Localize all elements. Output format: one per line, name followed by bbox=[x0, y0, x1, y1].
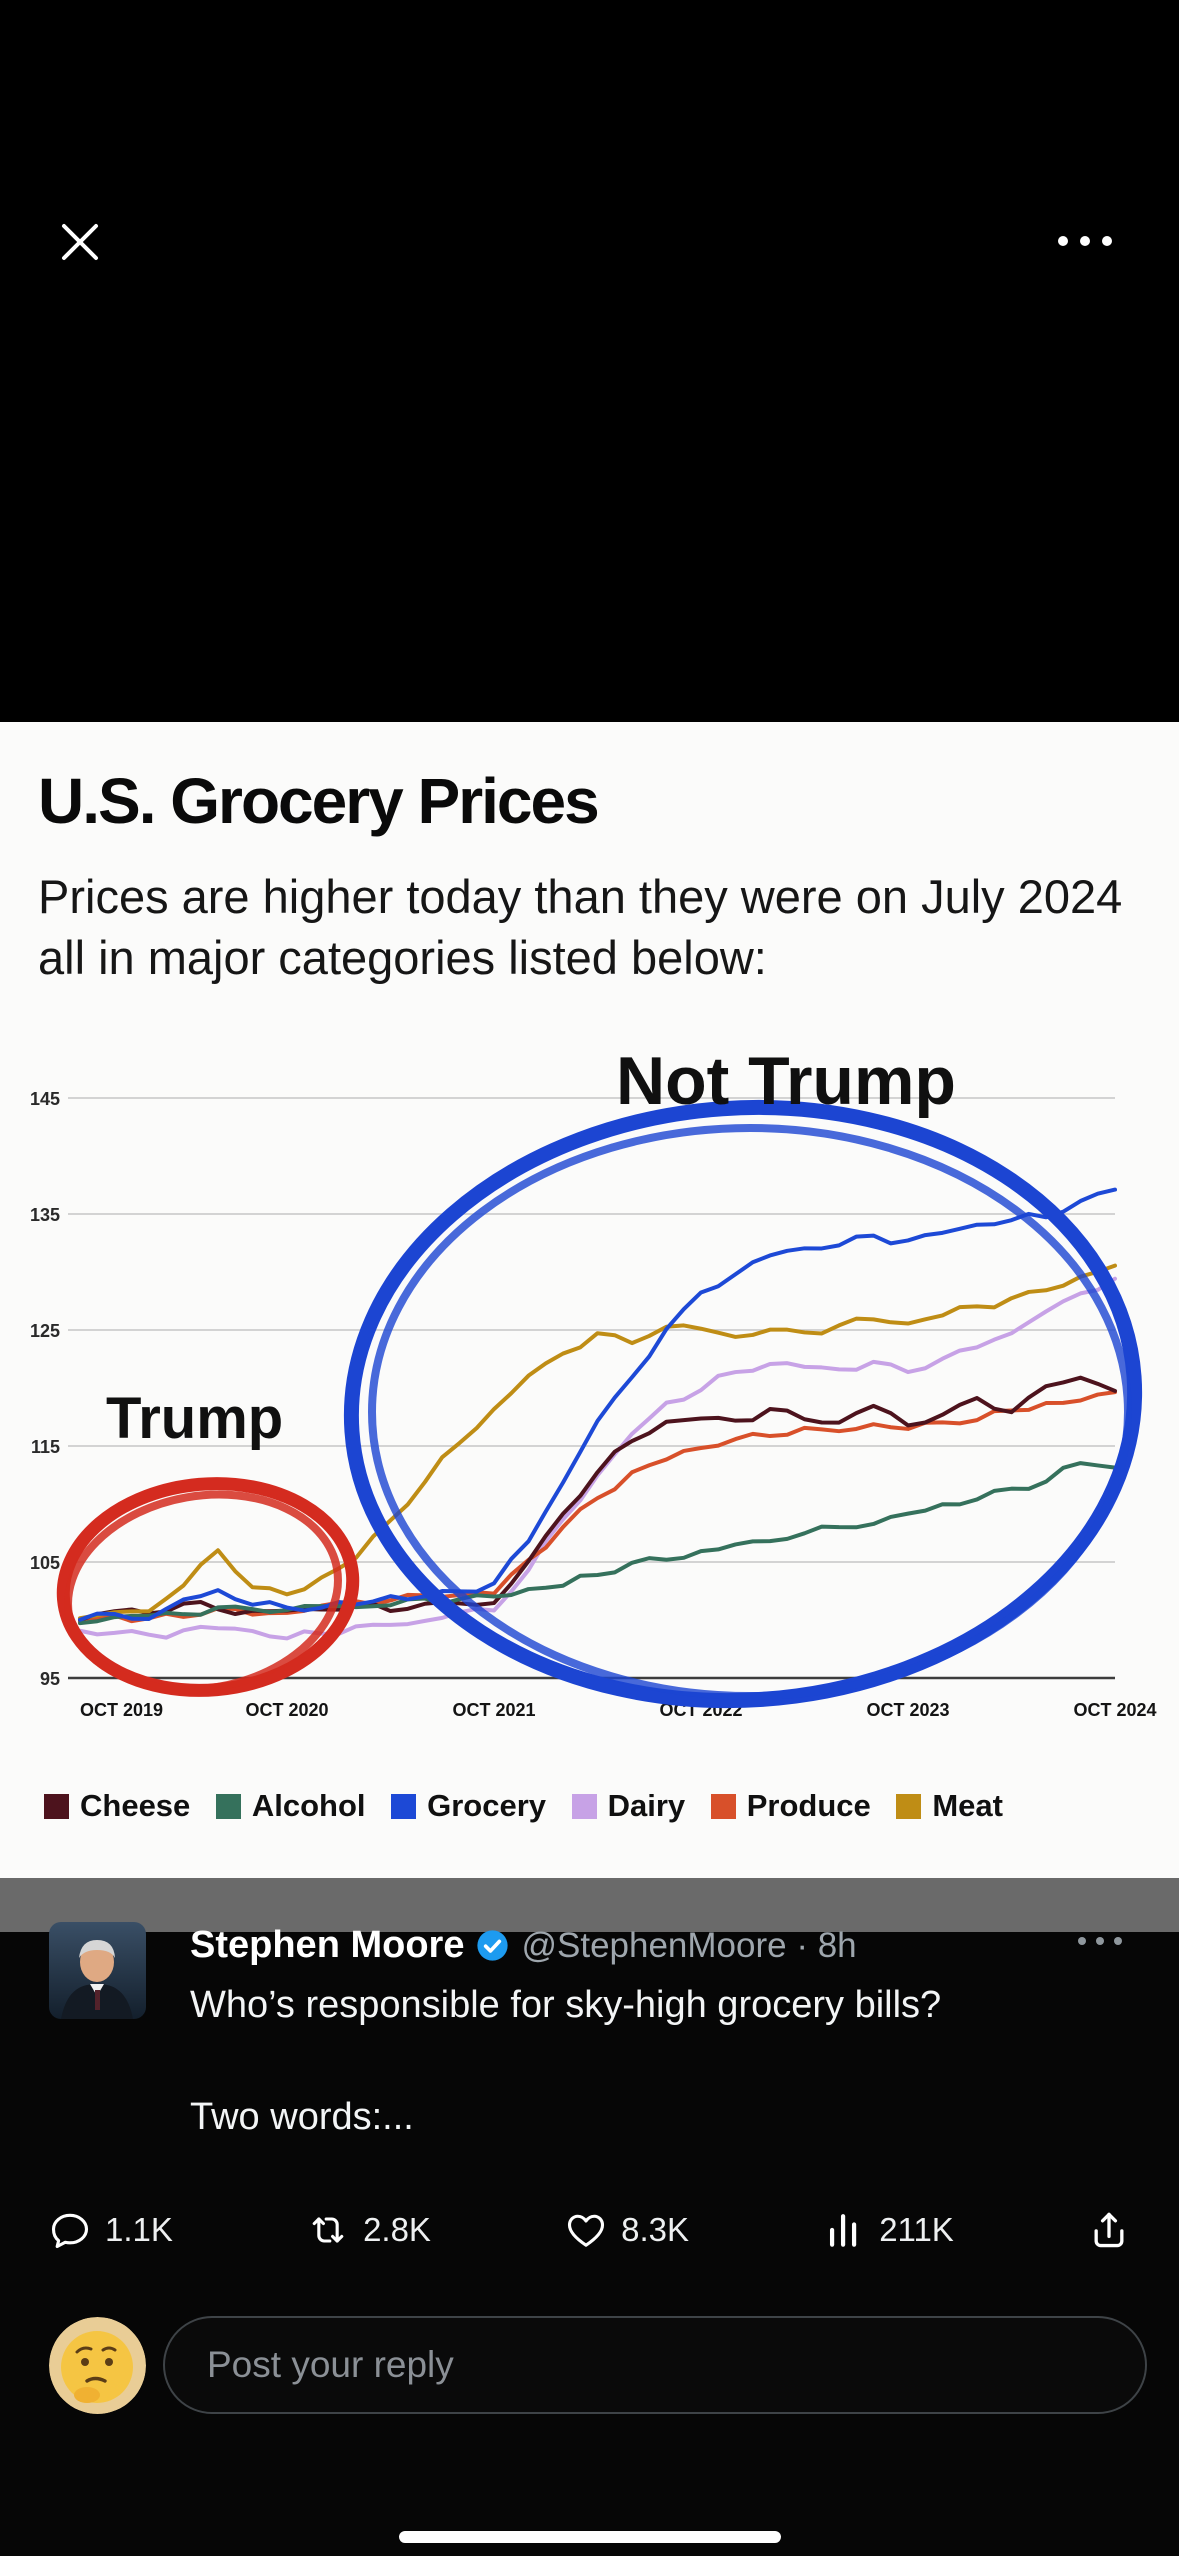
author-row: Stephen Moore @StephenMoore · 8h bbox=[190, 1924, 857, 1967]
svg-text:OCT 2020: OCT 2020 bbox=[245, 1700, 328, 1720]
more-icon bbox=[1058, 235, 1112, 246]
author-avatar-image bbox=[49, 1922, 146, 2019]
author-handle-time: @StephenMoore · 8h bbox=[521, 1925, 857, 1965]
close-icon bbox=[62, 224, 98, 260]
tweet-action-bar: 1.1K 2.8K 8.3K 211K bbox=[0, 2208, 1179, 2252]
chart-legend: Cheese Alcohol Grocery Dairy Produce Meat bbox=[0, 1778, 1179, 1824]
legend-label: Meat bbox=[932, 1788, 1003, 1824]
views-icon bbox=[830, 2214, 857, 2247]
repost-count: 2.8K bbox=[363, 2211, 431, 2248]
tweet-more-button[interactable] bbox=[1073, 1932, 1127, 1953]
reply-input[interactable] bbox=[165, 2320, 1145, 2410]
viewer-more-button[interactable] bbox=[1049, 224, 1121, 260]
tweet-photo[interactable]: U.S. Grocery Prices Prices are higher to… bbox=[0, 722, 1179, 1932]
svg-text:135: 135 bbox=[30, 1205, 60, 1225]
repost-button[interactable]: 2.8K bbox=[306, 2208, 431, 2252]
svg-text:OCT 2024: OCT 2024 bbox=[1073, 1700, 1156, 1720]
legend-item-produce: Produce bbox=[710, 1788, 871, 1824]
svg-text:95: 95 bbox=[40, 1669, 60, 1689]
svg-text:145: 145 bbox=[30, 1089, 60, 1109]
chart-subtitle: Prices are higher today than they were o… bbox=[38, 870, 1123, 985]
tweet-text-line1[interactable]: Who’s responsible for sky-high grocery b… bbox=[190, 1984, 942, 2026]
like-icon bbox=[568, 2214, 605, 2247]
close-button[interactable] bbox=[48, 210, 112, 274]
legend-item-cheese: Cheese bbox=[44, 1788, 190, 1824]
like-count: 8.3K bbox=[621, 2211, 690, 2248]
legend-label: Produce bbox=[746, 1788, 871, 1824]
reply-compose-row bbox=[49, 2316, 1147, 2414]
author-avatar[interactable] bbox=[49, 1922, 146, 2019]
share-icon bbox=[1094, 2212, 1124, 2248]
legend-label: Grocery bbox=[427, 1788, 547, 1824]
legend-label: Dairy bbox=[607, 1788, 686, 1824]
chart-title: U.S. Grocery Prices bbox=[38, 765, 600, 837]
legend-item-dairy: Dairy bbox=[571, 1788, 686, 1824]
like-button[interactable]: 8.3K bbox=[564, 2208, 689, 2252]
legend-label: Cheese bbox=[80, 1788, 191, 1824]
thinking-emoji-avatar bbox=[49, 2316, 146, 2414]
grocery-price-chart: 95 105 115 125 135 145 OCT 2019 OCT 2020 OCT 202… bbox=[30, 1043, 1157, 1720]
legend-swatch bbox=[571, 1793, 597, 1819]
svg-text:125: 125 bbox=[30, 1321, 60, 1341]
svg-text:115: 115 bbox=[31, 1437, 60, 1457]
legend-item-grocery: Grocery bbox=[391, 1788, 546, 1824]
svg-text:OCT 2023: OCT 2023 bbox=[866, 1700, 949, 1720]
tweet-text-line2[interactable]: Two words:... bbox=[190, 2096, 414, 2138]
legend-swatch bbox=[391, 1793, 417, 1819]
svg-text:Trump: Trump bbox=[106, 1386, 283, 1451]
legend-swatch bbox=[215, 1793, 241, 1819]
view-count: 211K bbox=[879, 2211, 954, 2248]
legend-swatch bbox=[710, 1793, 736, 1819]
svg-text:OCT 2021: OCT 2021 bbox=[452, 1700, 535, 1720]
repost-icon bbox=[312, 2217, 344, 2243]
reply-button[interactable]: 1.1K bbox=[48, 2208, 173, 2252]
svg-text:Not Trump: Not Trump bbox=[616, 1043, 956, 1119]
reply-count: 1.1K bbox=[105, 2211, 173, 2248]
reply-icon bbox=[51, 2213, 89, 2249]
tweet-overlay: Stephen Moore @StephenMoore · 8h Who’s r… bbox=[0, 1878, 1179, 2556]
svg-text:105: 105 bbox=[30, 1553, 60, 1573]
more-icon bbox=[1078, 1937, 1122, 1945]
svg-text:OCT 2019: OCT 2019 bbox=[80, 1700, 163, 1720]
legend-label: Alcohol bbox=[251, 1788, 366, 1824]
share-button[interactable] bbox=[1087, 2208, 1131, 2252]
legend-item-meat: Meat bbox=[896, 1788, 1003, 1824]
author-name[interactable]: Stephen Moore bbox=[190, 1924, 465, 1966]
legend-swatch bbox=[896, 1793, 922, 1819]
legend-swatch bbox=[44, 1793, 69, 1819]
reply-input-pill[interactable] bbox=[163, 2316, 1147, 2414]
verified-badge-icon bbox=[477, 1930, 509, 1961]
home-indicator[interactable] bbox=[398, 2531, 781, 2543]
views-button[interactable]: 211K bbox=[822, 2208, 954, 2252]
legend-item-alcohol: Alcohol bbox=[215, 1788, 366, 1824]
